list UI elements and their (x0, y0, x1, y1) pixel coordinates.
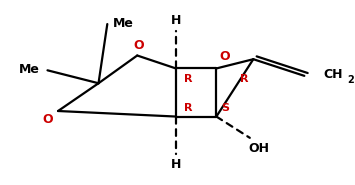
Text: S: S (221, 103, 229, 113)
Text: H: H (171, 158, 181, 171)
Text: O: O (134, 39, 144, 52)
Text: R: R (184, 103, 192, 113)
Text: 2: 2 (347, 75, 354, 85)
Text: R: R (184, 74, 192, 84)
Text: H: H (171, 14, 181, 27)
Text: O: O (219, 50, 230, 63)
Text: OH: OH (248, 142, 269, 154)
Text: R: R (240, 74, 249, 84)
Text: O: O (42, 113, 53, 126)
Text: Me: Me (19, 63, 40, 76)
Text: Me: Me (113, 17, 134, 30)
Text: CH: CH (324, 68, 343, 81)
